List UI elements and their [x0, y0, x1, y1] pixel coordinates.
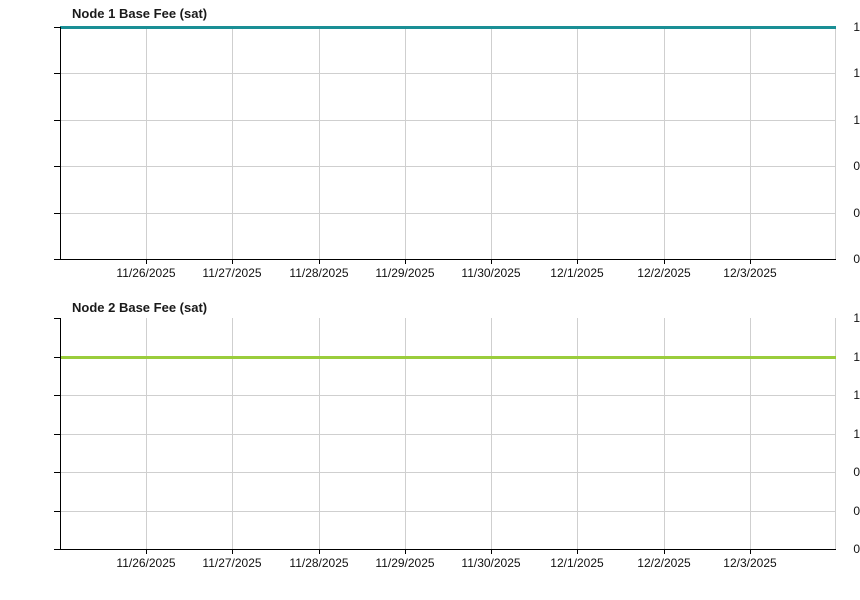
x-tick-label: 11/28/2025	[289, 556, 349, 570]
x-tick-label: 12/1/2025	[550, 266, 604, 280]
x-tick-mark	[750, 259, 751, 264]
x-tick-mark	[146, 259, 147, 264]
y-tick-label: 0	[853, 465, 860, 479]
y-tick-mark	[54, 27, 60, 28]
gridline-vertical	[146, 318, 147, 549]
x-tick-mark	[232, 549, 233, 554]
x-tick-label: 11/29/2025	[375, 556, 435, 570]
gridline-vertical	[232, 27, 233, 259]
gridline-vertical	[146, 27, 147, 259]
plot-area[interactable]	[60, 318, 836, 550]
x-tick-label: 12/1/2025	[550, 556, 604, 570]
x-tick-label: 11/27/2025	[202, 266, 262, 280]
x-tick-mark	[146, 549, 147, 554]
y-tick-mark	[54, 166, 60, 167]
x-tick-mark	[232, 259, 233, 264]
x-tick-label: 11/26/2025	[116, 556, 176, 570]
x-axis-line	[60, 259, 836, 260]
x-tick-label: 12/2/2025	[637, 266, 691, 280]
y-tick-mark	[54, 73, 60, 74]
gridline-vertical	[577, 27, 578, 259]
gridline-vertical	[405, 318, 406, 549]
gridline-vertical	[835, 318, 836, 549]
y-tick-label: 1	[853, 388, 860, 402]
y-tick-label: 0	[853, 542, 860, 556]
gridline-horizontal	[60, 395, 836, 396]
series-line	[60, 356, 836, 359]
y-tick-mark	[54, 549, 60, 550]
series-line	[60, 26, 836, 29]
gridline-vertical	[491, 27, 492, 259]
y-tick-label: 1	[853, 20, 860, 34]
x-tick-label: 11/30/2025	[461, 556, 521, 570]
x-tick-mark	[319, 259, 320, 264]
y-tick-label: 1	[853, 350, 860, 364]
y-axis-line	[60, 318, 61, 550]
gridline-horizontal	[60, 511, 836, 512]
y-tick-mark	[54, 318, 60, 319]
gridline-horizontal	[60, 166, 836, 167]
x-tick-label: 11/30/2025	[461, 266, 521, 280]
gridline-vertical	[491, 318, 492, 549]
chart-title: Node 1 Base Fee (sat)	[72, 6, 208, 21]
y-tick-mark	[54, 395, 60, 396]
y-tick-label: 1	[853, 427, 860, 441]
x-tick-mark	[319, 549, 320, 554]
x-tick-mark	[577, 549, 578, 554]
gridline-horizontal	[60, 73, 836, 74]
y-tick-mark	[54, 357, 60, 358]
y-tick-label: 1	[853, 66, 860, 80]
x-tick-mark	[750, 549, 751, 554]
y-tick-label: 1	[853, 311, 860, 325]
x-tick-label: 11/28/2025	[289, 266, 349, 280]
gridline-horizontal	[60, 472, 836, 473]
x-tick-label: 12/3/2025	[723, 266, 777, 280]
chart-panel-node-1: Node 1 Base Fee (sat) 1 1 1 0 0 0 11/26/2025 1…	[0, 0, 860, 290]
y-tick-mark	[54, 213, 60, 214]
y-tick-mark	[54, 259, 60, 260]
y-tick-label: 0	[853, 252, 860, 266]
gridline-vertical	[664, 27, 665, 259]
y-tick-mark	[54, 120, 60, 121]
y-axis-line	[60, 27, 61, 260]
y-tick-mark	[54, 511, 60, 512]
x-tick-mark	[491, 259, 492, 264]
x-tick-label: 11/27/2025	[202, 556, 262, 570]
y-tick-mark	[54, 434, 60, 435]
gridline-vertical	[750, 27, 751, 259]
x-tick-label: 12/2/2025	[637, 556, 691, 570]
x-tick-mark	[664, 549, 665, 554]
chart-panel-node-2: Node 2 Base Fee (sat) 1 1 1 1 0 0 0 11/26/2025…	[0, 290, 860, 600]
gridline-vertical	[319, 318, 320, 549]
gridline-horizontal	[60, 120, 836, 121]
gridline-vertical	[664, 318, 665, 549]
y-tick-label: 0	[853, 159, 860, 173]
x-tick-mark	[491, 549, 492, 554]
y-tick-label: 0	[853, 504, 860, 518]
x-tick-mark	[405, 549, 406, 554]
x-tick-label: 11/26/2025	[116, 266, 176, 280]
y-tick-label: 0	[853, 206, 860, 220]
gridline-vertical	[835, 27, 836, 259]
gridline-vertical	[232, 318, 233, 549]
gridline-horizontal	[60, 434, 836, 435]
gridline-vertical	[750, 318, 751, 549]
y-tick-mark	[54, 472, 60, 473]
plot-area[interactable]	[60, 26, 836, 260]
gridline-vertical	[577, 318, 578, 549]
x-tick-mark	[577, 259, 578, 264]
gridline-vertical	[319, 27, 320, 259]
gridline-vertical	[405, 27, 406, 259]
x-tick-label: 11/29/2025	[375, 266, 435, 280]
x-tick-mark	[664, 259, 665, 264]
x-tick-label: 12/3/2025	[723, 556, 777, 570]
gridline-horizontal	[60, 213, 836, 214]
chart-title: Node 2 Base Fee (sat)	[72, 300, 208, 315]
y-tick-label: 1	[853, 113, 860, 127]
x-tick-mark	[405, 259, 406, 264]
x-axis-line	[60, 549, 836, 550]
